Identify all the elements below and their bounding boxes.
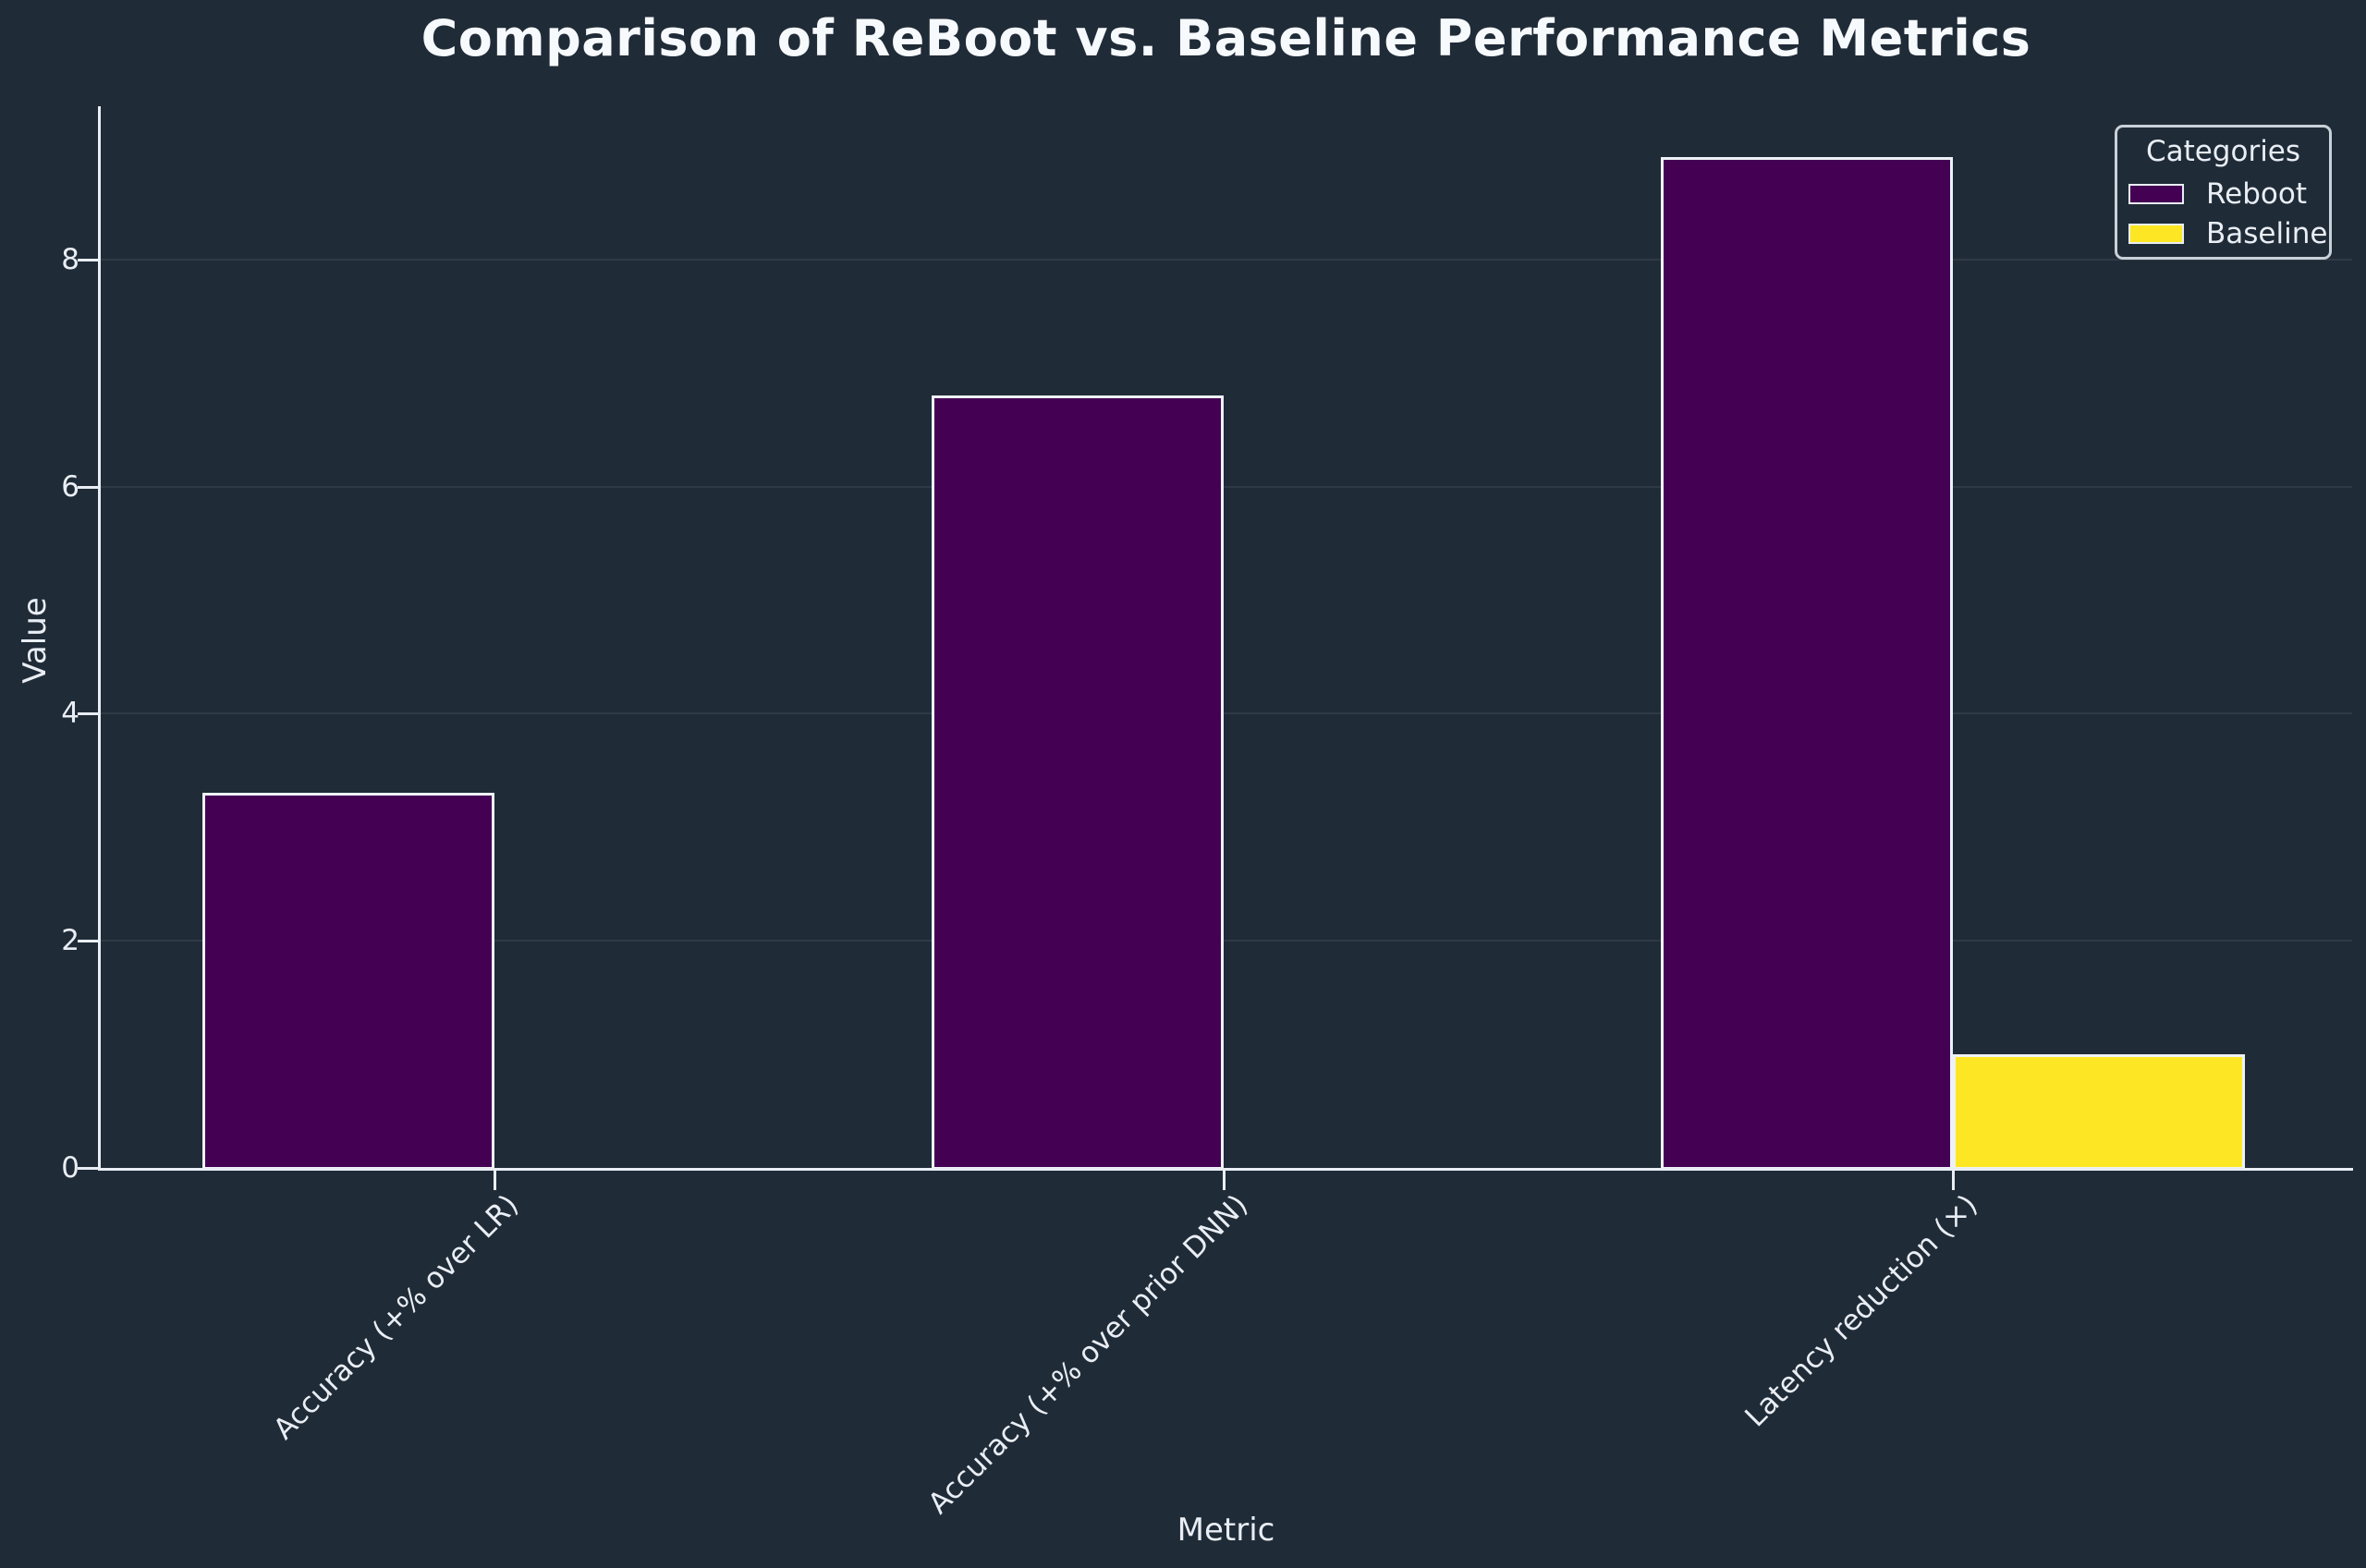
legend-label-baseline: Baseline — [2206, 217, 2328, 250]
x-tick — [494, 1170, 496, 1190]
y-tick — [78, 258, 98, 261]
x-tick-label: Accuracy (+% over LR) — [267, 1188, 526, 1447]
y-axis-spine — [98, 106, 101, 1171]
legend: Categories Reboot Baseline — [2115, 125, 2332, 260]
bar-baseline-2 — [1953, 1054, 2245, 1170]
x-tick-label: Latency reduction (×) — [1738, 1188, 1984, 1434]
bar-reboot-1 — [932, 395, 1224, 1170]
bar-reboot-2 — [1661, 157, 1953, 1170]
y-tick — [78, 712, 98, 716]
legend-swatch-baseline-icon — [2128, 224, 2184, 244]
gridline — [100, 258, 2352, 261]
legend-swatch-reboot-icon — [2128, 184, 2184, 204]
bar-reboot-0 — [202, 793, 494, 1170]
y-tick-label: 8 — [61, 242, 79, 276]
chart-title: Comparison of ReBoot vs. Baseline Perfor… — [421, 9, 2031, 67]
y-tick — [78, 940, 98, 943]
x-axis-spine — [98, 1168, 2353, 1171]
legend-label-reboot: Reboot — [2206, 177, 2307, 211]
y-tick-label: 2 — [61, 924, 79, 958]
y-tick-label: 4 — [61, 697, 79, 731]
gridline — [100, 485, 2352, 488]
x-axis-label: Metric — [1177, 1512, 1275, 1549]
x-tick-label: Accuracy (+% over prior DNN) — [921, 1188, 1255, 1521]
y-tick-label: 6 — [61, 469, 79, 504]
x-tick — [1223, 1170, 1226, 1190]
y-tick — [78, 485, 98, 489]
y-tick — [78, 1167, 98, 1170]
x-tick — [1952, 1170, 1955, 1190]
legend-item-reboot: Reboot — [2128, 177, 2318, 211]
legend-item-baseline: Baseline — [2128, 217, 2327, 250]
gridline — [100, 712, 2352, 715]
legend-title: Categories — [2145, 135, 2301, 168]
y-axis-label: Value — [17, 597, 54, 684]
gridline — [100, 940, 2352, 942]
y-tick-label: 0 — [61, 1151, 79, 1185]
